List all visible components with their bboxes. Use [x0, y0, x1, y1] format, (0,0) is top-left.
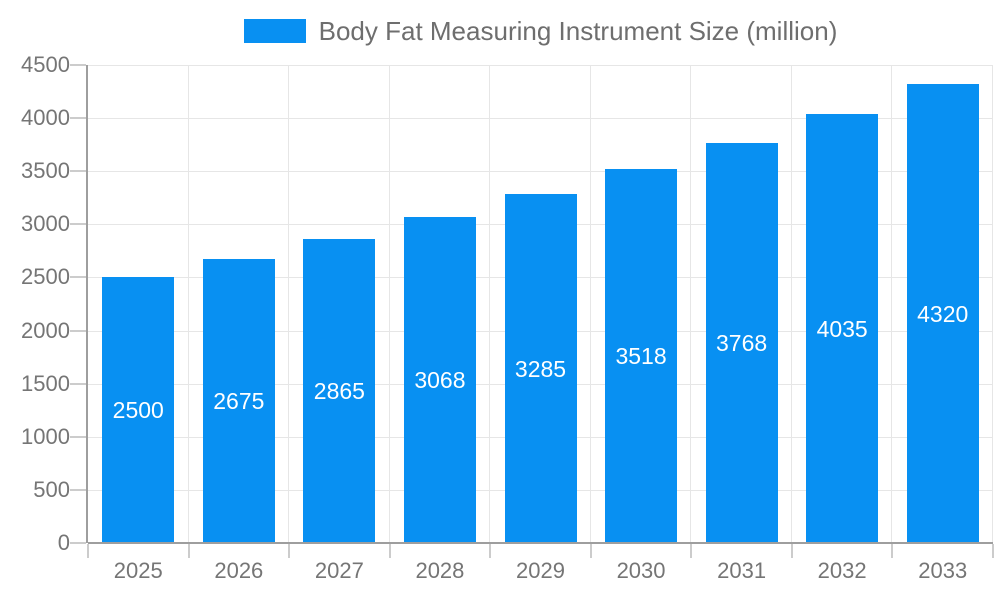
- x-tick: [589, 544, 592, 558]
- y-tick-label: 0: [57, 530, 70, 555]
- bar[interactable]: 3068: [403, 217, 476, 543]
- gridline-v: [288, 65, 290, 543]
- y-tick-label: 3000: [21, 211, 70, 237]
- bar-value-label: 2865: [313, 377, 365, 404]
- x-tick: [690, 544, 693, 558]
- y-tick-label: 1000: [21, 423, 70, 449]
- bar[interactable]: 2675: [202, 258, 275, 543]
- plot-area: 2500 2675 2865 3068 3285 3518 3768 4035 4320: [88, 65, 993, 543]
- bar-value-label: 4035: [816, 315, 868, 342]
- bar-value-label: 3768: [716, 329, 768, 356]
- gridline-v: [891, 65, 893, 543]
- y-tick: [70, 542, 86, 544]
- y-tick-label: 2500: [21, 264, 70, 290]
- x-tick-label: 2029: [516, 558, 565, 583]
- bar-value-label: 3518: [615, 343, 667, 370]
- x-tick-label: 2032: [817, 558, 867, 583]
- gridline-h: [88, 171, 993, 173]
- bar[interactable]: 3768: [705, 142, 778, 543]
- x-tick-label: 2030: [616, 558, 666, 583]
- gridline-h: [88, 118, 993, 120]
- x-tick-label: 2028: [415, 558, 465, 583]
- x-tick: [489, 544, 492, 558]
- bar-value-label: 3068: [414, 367, 466, 394]
- gridline-v: [388, 65, 390, 543]
- y-tick: [70, 170, 86, 173]
- gridline-h: [88, 65, 993, 66]
- x-tick-label: 2027: [314, 558, 364, 583]
- y-tick: [70, 223, 86, 226]
- y-tick-label: 3500: [21, 158, 70, 184]
- x-tick: [992, 544, 994, 558]
- x-tick: [187, 544, 190, 558]
- gridline-v: [489, 65, 491, 543]
- bar[interactable]: 3518: [605, 169, 678, 543]
- x-tick-label: 2031: [717, 558, 767, 583]
- bar[interactable]: 2865: [303, 238, 376, 543]
- gridline-v: [992, 65, 993, 543]
- x-tick: [891, 544, 894, 558]
- legend-label: Body Fat Measuring Instrument Size (mill…: [318, 15, 838, 46]
- x-tick-label: 2026: [214, 558, 264, 583]
- y-tick-label: 1500: [21, 370, 70, 396]
- gridline-v: [187, 65, 189, 543]
- bar[interactable]: 3285: [504, 194, 577, 543]
- y-tick: [70, 382, 86, 385]
- bar-value-label: 2675: [213, 387, 265, 414]
- legend-swatch: [243, 19, 306, 43]
- y-tick-label: 2000: [21, 317, 70, 343]
- x-axis-line: [88, 542, 993, 544]
- y-tick-label: 4000: [21, 105, 70, 131]
- y-tick: [70, 276, 86, 279]
- x-tick: [790, 544, 793, 558]
- bar-value-label: 3285: [514, 355, 567, 382]
- bar-value-label: 4320: [917, 300, 969, 327]
- y-axis-line: [86, 65, 88, 543]
- bar[interactable]: 2500: [102, 277, 175, 543]
- x-tick-label: 2033: [918, 558, 968, 583]
- y-tick: [70, 64, 86, 66]
- y-tick: [70, 488, 86, 491]
- y-tick-label: 4500: [21, 52, 70, 77]
- bar-value-label: 2500: [112, 397, 164, 424]
- y-tick: [70, 435, 86, 438]
- y-tick: [70, 117, 86, 120]
- x-tick: [87, 544, 89, 558]
- gridline-v: [690, 65, 692, 543]
- x-tick: [288, 544, 291, 558]
- x-tick-label: 2025: [113, 558, 163, 583]
- gridline-v: [589, 65, 591, 543]
- legend[interactable]: Body Fat Measuring Instrument Size (mill…: [88, 10, 993, 52]
- y-tick-label: 500: [33, 476, 70, 502]
- bar[interactable]: 4035: [806, 114, 879, 543]
- y-tick: [70, 329, 86, 332]
- gridline-v: [790, 65, 792, 543]
- bar[interactable]: 4320: [906, 84, 979, 543]
- x-tick: [388, 544, 391, 558]
